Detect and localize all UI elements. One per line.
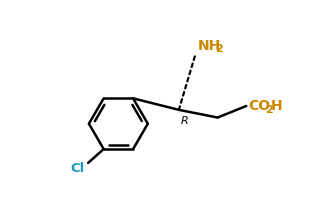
Text: H: H [271, 99, 283, 113]
Text: R: R [181, 115, 188, 125]
Text: 2: 2 [215, 44, 223, 54]
Text: 2: 2 [266, 105, 273, 114]
Text: Cl: Cl [70, 161, 84, 174]
Text: CO: CO [248, 99, 270, 113]
Text: NH: NH [198, 39, 221, 53]
